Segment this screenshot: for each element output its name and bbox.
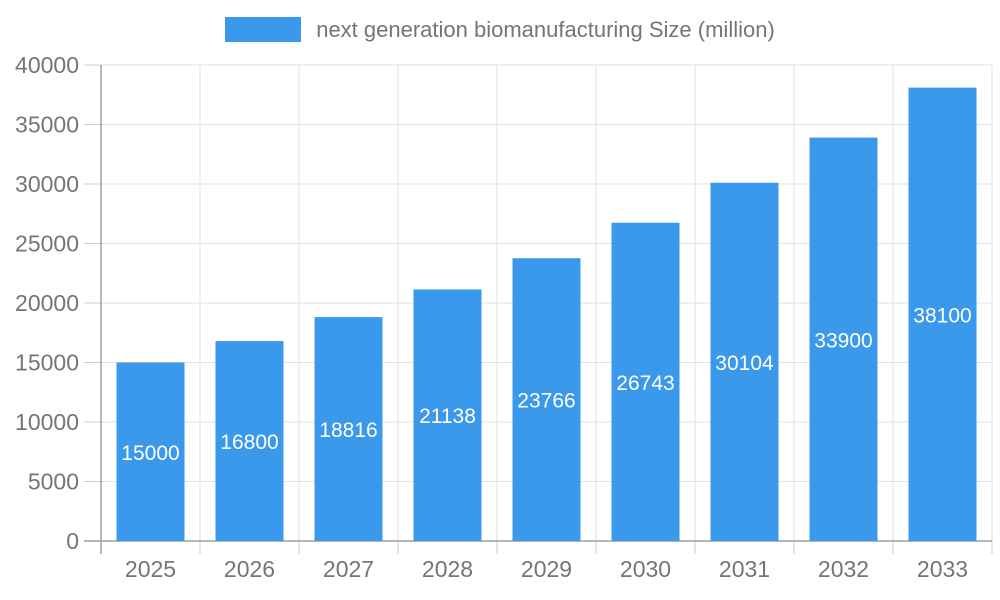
y-axis-label: 20000 <box>15 290 79 316</box>
y-axis-label: 0 <box>66 528 79 554</box>
bar-value-label: 26743 <box>616 372 674 395</box>
bar-value-label: 33900 <box>814 329 872 352</box>
bar-2030 <box>611 222 680 541</box>
bar-2028 <box>413 289 482 541</box>
legend[interactable]: next generation biomanufacturing Size (m… <box>0 17 1000 42</box>
y-axis-label: 30000 <box>15 171 79 197</box>
bar-2033 <box>908 87 977 542</box>
x-axis-label: 2030 <box>620 556 671 582</box>
x-axis-label: 2033 <box>917 556 968 582</box>
legend-label: next generation biomanufacturing Size (m… <box>316 17 775 42</box>
bar-value-label: 30104 <box>715 352 774 375</box>
y-axis-label: 40000 <box>15 52 79 78</box>
bar-2029 <box>512 258 581 541</box>
bar-value-label: 16800 <box>220 431 278 454</box>
bar-value-label: 38100 <box>913 304 971 327</box>
y-axis-label: 10000 <box>15 409 79 435</box>
x-axis-label: 2026 <box>224 556 275 582</box>
x-axis-label: 2025 <box>125 556 176 582</box>
bar-value-label: 15000 <box>121 442 179 465</box>
bar-2031 <box>710 182 779 542</box>
y-axis-label: 5000 <box>28 469 79 495</box>
x-axis-label: 2029 <box>521 556 572 582</box>
legend-swatch <box>225 17 302 42</box>
x-axis-label: 2028 <box>422 556 473 582</box>
bar-2026 <box>215 341 284 541</box>
bar-2027 <box>314 317 383 541</box>
bar-2032 <box>809 137 878 541</box>
bar-value-label: 18816 <box>319 419 377 442</box>
x-axis-label: 2031 <box>719 556 770 582</box>
bar-value-label: 23766 <box>517 390 575 413</box>
x-axis-label: 2027 <box>323 556 374 582</box>
y-axis-label: 35000 <box>15 112 79 138</box>
bar-2025 <box>116 362 185 541</box>
x-axis-label: 2032 <box>818 556 869 582</box>
y-axis-label: 15000 <box>15 350 79 376</box>
bar-value-label: 21138 <box>419 405 476 428</box>
y-axis-label: 25000 <box>15 231 79 257</box>
